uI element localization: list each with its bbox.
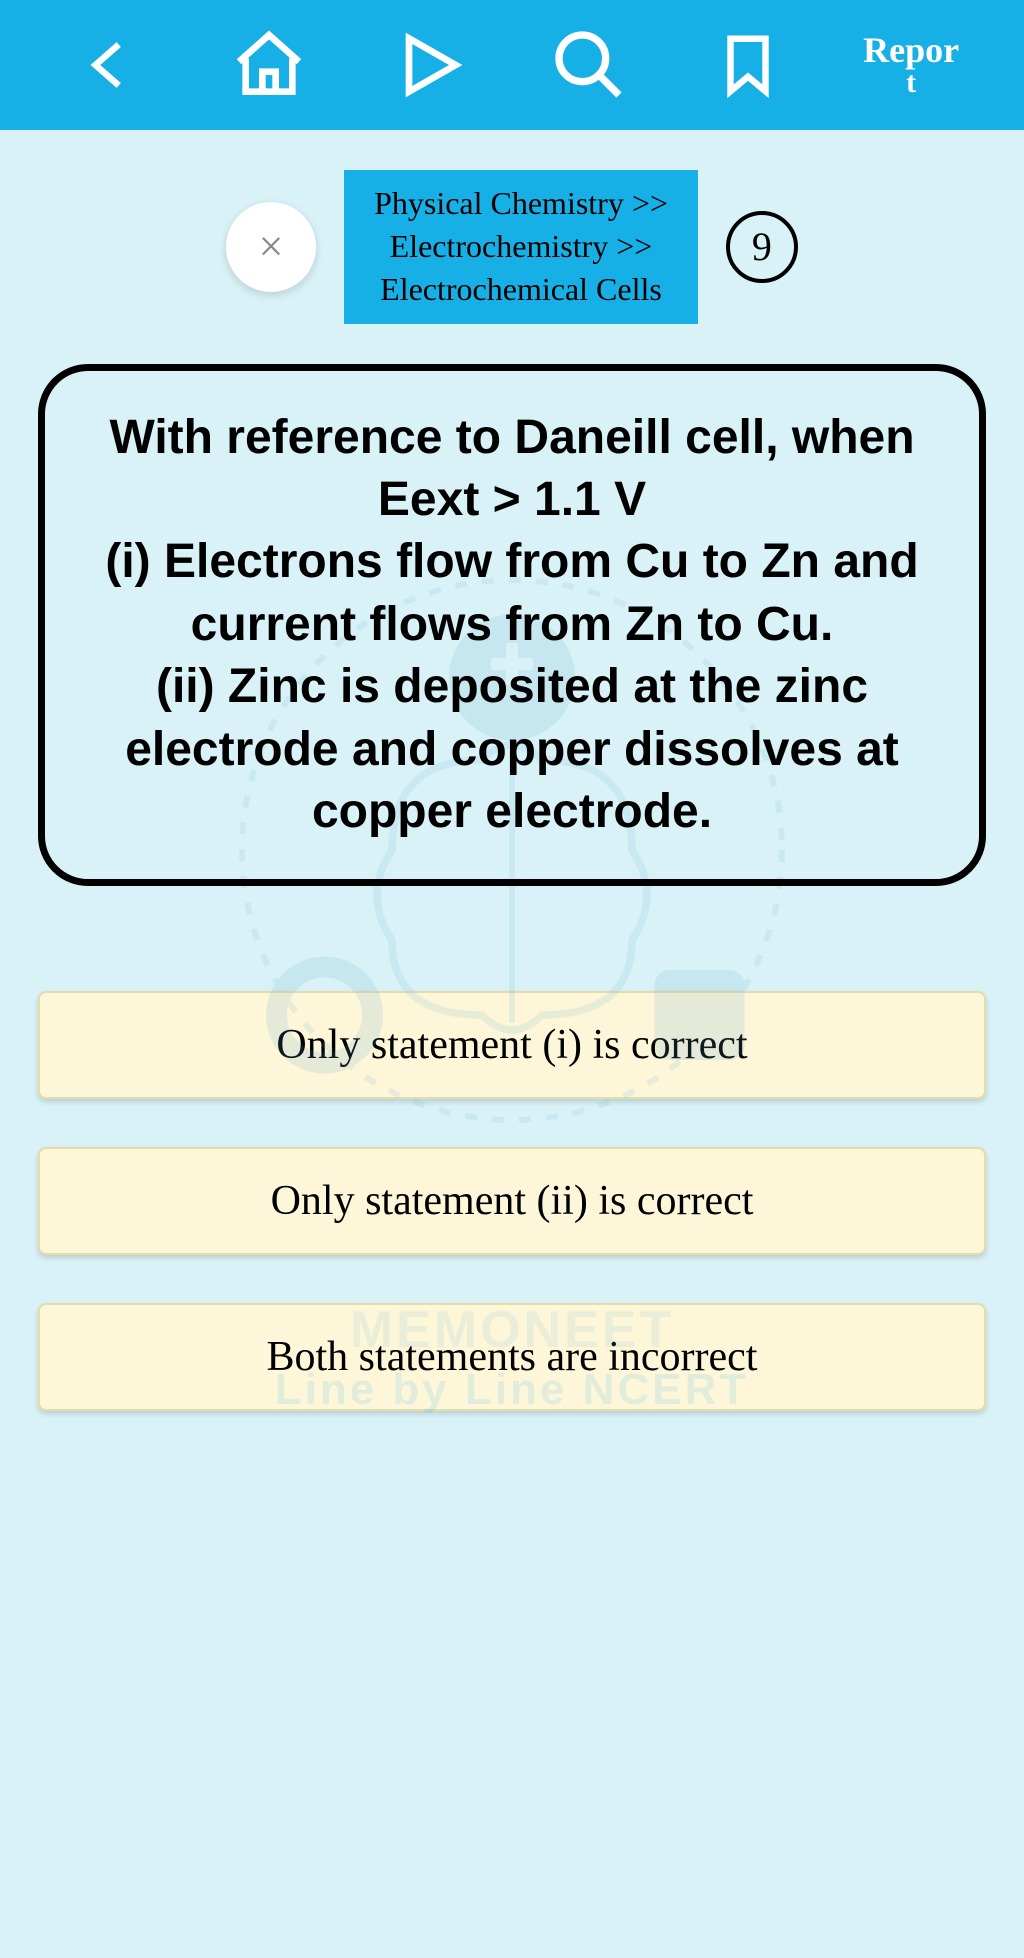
question-box: With reference to Daneill cell, when Eex… [38, 364, 986, 887]
close-button[interactable]: × [226, 202, 316, 292]
play-icon[interactable] [384, 20, 474, 110]
option-1[interactable]: Only statement (i) is correct [38, 991, 986, 1099]
option-2-label: Only statement (ii) is correct [271, 1178, 754, 1224]
back-icon[interactable] [65, 20, 155, 110]
content-area: × Physical Chemistry >> Electrochemistry… [0, 130, 1024, 1411]
question-line-1: With reference to Daneill cell, when Eex… [73, 407, 951, 532]
report-label-line2: t [863, 68, 959, 98]
question-line-4: electrode and copper dissolves at copper… [73, 719, 951, 844]
question-line-3: (ii) Zinc is deposited at the zinc [73, 656, 951, 718]
question-header-row: × Physical Chemistry >> Electrochemistry… [30, 170, 994, 324]
option-3[interactable]: Both statements are incorrect [38, 1303, 986, 1411]
report-label-line1: Repor [863, 32, 959, 68]
breadcrumb-line-1: Physical Chemistry >> [374, 182, 668, 225]
search-icon[interactable] [544, 20, 634, 110]
breadcrumb-line-2: Electrochemistry >> [374, 225, 668, 268]
home-icon[interactable] [224, 20, 314, 110]
option-1-label: Only statement (i) is correct [276, 1022, 747, 1068]
question-number-badge: 9 [726, 211, 798, 283]
question-number: 9 [752, 223, 772, 270]
breadcrumb-line-3: Electrochemical Cells [374, 268, 668, 311]
answer-options: Only statement (i) is correct Only state… [30, 991, 994, 1411]
top-toolbar: Repor t [0, 0, 1024, 130]
breadcrumb[interactable]: Physical Chemistry >> Electrochemistry >… [344, 170, 698, 324]
report-button[interactable]: Repor t [863, 32, 959, 98]
question-text: With reference to Daneill cell, when Eex… [73, 407, 951, 844]
option-2[interactable]: Only statement (ii) is correct [38, 1147, 986, 1255]
bookmark-icon[interactable] [703, 20, 793, 110]
option-3-label: Both statements are incorrect [267, 1334, 758, 1380]
question-line-2: (i) Electrons flow from Cu to Zn and cur… [73, 531, 951, 656]
close-icon: × [259, 221, 284, 272]
